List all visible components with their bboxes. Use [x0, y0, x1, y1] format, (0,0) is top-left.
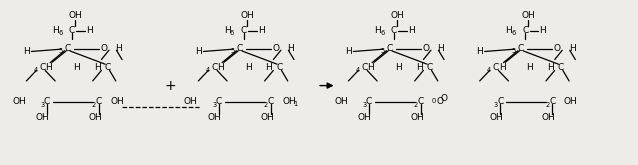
- Text: 6: 6: [58, 30, 63, 36]
- Text: H: H: [547, 63, 554, 72]
- Text: H: H: [94, 63, 100, 72]
- Text: H: H: [245, 63, 252, 72]
- Text: H: H: [499, 63, 505, 72]
- Text: H: H: [52, 26, 59, 35]
- Text: OH: OH: [542, 113, 555, 122]
- Text: 2: 2: [545, 101, 549, 108]
- Text: C: C: [211, 63, 218, 72]
- Text: 4: 4: [487, 67, 491, 73]
- Text: H: H: [526, 63, 533, 72]
- Text: 3: 3: [362, 101, 367, 108]
- Text: H: H: [395, 63, 402, 72]
- Text: C: C: [268, 97, 274, 106]
- Text: OH: OH: [282, 97, 296, 106]
- Text: 3: 3: [41, 101, 45, 108]
- Text: OH: OH: [358, 113, 371, 122]
- Text: C: C: [391, 26, 397, 35]
- Text: H: H: [23, 47, 30, 56]
- Text: OH: OH: [522, 11, 535, 19]
- Text: OH: OH: [36, 113, 50, 122]
- Text: C: C: [216, 97, 222, 106]
- Text: C: C: [241, 26, 247, 35]
- Text: 5: 5: [58, 49, 63, 54]
- Text: 4: 4: [34, 67, 38, 73]
- Text: OH: OH: [489, 113, 503, 122]
- Text: OH: OH: [390, 11, 404, 19]
- Text: H: H: [265, 63, 272, 72]
- Text: OH: OH: [184, 97, 198, 106]
- Text: C: C: [362, 63, 367, 72]
- Text: H: H: [195, 47, 202, 56]
- Text: 5: 5: [511, 49, 516, 54]
- Text: +: +: [165, 79, 176, 93]
- Text: H: H: [115, 44, 122, 53]
- Text: 4: 4: [205, 67, 210, 73]
- Text: 5: 5: [230, 49, 234, 54]
- Text: OH: OH: [334, 97, 348, 106]
- Text: OH: OH: [110, 97, 124, 106]
- Text: OH: OH: [68, 11, 82, 19]
- Text: 2: 2: [263, 101, 268, 108]
- Text: H: H: [438, 44, 444, 53]
- Text: C: C: [276, 63, 283, 72]
- Text: C: C: [64, 44, 71, 53]
- Text: H: H: [374, 26, 380, 35]
- Text: C: C: [523, 26, 528, 35]
- Text: C: C: [44, 97, 50, 106]
- Text: C: C: [366, 97, 372, 106]
- Text: O: O: [422, 44, 429, 53]
- Text: O: O: [554, 44, 561, 53]
- Text: H: H: [367, 63, 375, 72]
- Text: C: C: [558, 63, 564, 72]
- Text: 3: 3: [212, 101, 217, 108]
- Text: OH: OH: [208, 113, 221, 122]
- Text: C: C: [105, 63, 111, 72]
- Text: C: C: [418, 97, 424, 106]
- Text: C: C: [518, 44, 524, 53]
- Text: 2: 2: [414, 101, 418, 108]
- Text: H: H: [86, 26, 93, 35]
- Text: H: H: [218, 63, 224, 72]
- Text: 0: 0: [431, 98, 436, 104]
- Text: H: H: [408, 26, 415, 35]
- Text: H: H: [477, 47, 483, 56]
- Text: H: H: [505, 26, 512, 35]
- Text: H: H: [258, 26, 265, 35]
- Text: C: C: [493, 63, 499, 72]
- Text: H: H: [345, 47, 352, 56]
- Text: H: H: [540, 26, 546, 35]
- Text: H: H: [416, 63, 422, 72]
- Text: OH: OH: [410, 113, 424, 122]
- Text: OH: OH: [88, 113, 102, 122]
- Text: H: H: [45, 63, 52, 72]
- Text: C: C: [497, 97, 503, 106]
- Text: C: C: [237, 44, 242, 53]
- Text: 2: 2: [92, 101, 96, 108]
- Text: OH: OH: [563, 97, 577, 106]
- Text: 6: 6: [230, 30, 234, 36]
- Text: H: H: [288, 44, 294, 53]
- Text: H: H: [224, 26, 230, 35]
- Text: C: C: [427, 63, 433, 72]
- Text: C: C: [40, 63, 46, 72]
- Text: H: H: [73, 63, 80, 72]
- Text: 1: 1: [293, 101, 297, 107]
- Text: OH: OH: [260, 113, 274, 122]
- Text: OH: OH: [241, 11, 254, 19]
- Text: 4: 4: [355, 67, 360, 73]
- Text: C: C: [549, 97, 555, 106]
- Text: O: O: [272, 44, 279, 53]
- Text: C: C: [387, 44, 393, 53]
- Text: C: C: [96, 97, 102, 106]
- Text: OH: OH: [12, 97, 26, 106]
- Text: O: O: [441, 94, 447, 102]
- Text: O: O: [436, 97, 443, 106]
- Text: 3: 3: [494, 101, 498, 108]
- Text: O: O: [100, 44, 107, 53]
- Text: 6: 6: [380, 30, 384, 36]
- Text: H: H: [569, 44, 575, 53]
- Text: C: C: [69, 26, 75, 35]
- Text: 6: 6: [511, 30, 516, 36]
- Text: 5: 5: [380, 49, 384, 54]
